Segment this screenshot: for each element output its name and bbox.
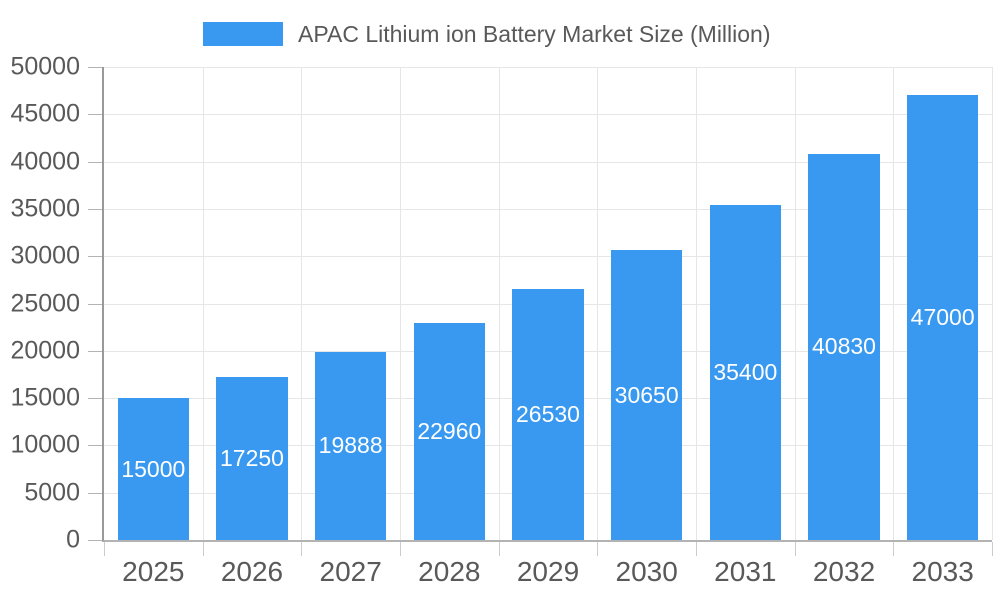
y-axis-tick [88, 492, 102, 494]
h-gridline [104, 114, 992, 116]
y-axis-tick [88, 161, 102, 163]
x-axis-label: 2033 [911, 556, 974, 587]
v-gridline [794, 67, 796, 540]
bar-2032[interactable]: 40830 [808, 153, 880, 540]
x-axis-tick [202, 542, 204, 556]
x-axis-label: 2032 [812, 556, 876, 587]
y-axis-label: 40000 [10, 147, 80, 176]
x-axis-tick [301, 542, 303, 556]
bar-2025[interactable]: 15000 [117, 398, 189, 540]
x-axis-tick [399, 542, 401, 556]
legend-item[interactable]: APAC Lithium ion Battery Market Size (Mi… [203, 20, 771, 48]
h-gridline [104, 208, 992, 210]
v-gridline [399, 67, 401, 540]
v-gridline [498, 67, 500, 540]
h-gridline [104, 67, 992, 68]
v-gridline [202, 67, 204, 540]
x-axis-label: 2025 [122, 556, 185, 587]
x-axis-tick [597, 542, 599, 556]
y-axis-label: 15000 [10, 383, 80, 412]
bar-value-label: 22960 [417, 417, 482, 444]
bar-2026[interactable]: 17250 [216, 376, 288, 540]
y-axis-label: 0 [66, 525, 80, 554]
y-axis-label: 30000 [10, 241, 80, 270]
y-axis-tick [88, 540, 102, 541]
bar-2027[interactable]: 19888 [315, 351, 387, 540]
h-gridline [104, 161, 992, 163]
x-axis-tick [498, 542, 500, 556]
y-axis-label: 25000 [10, 289, 80, 317]
x-axis-label: 2026 [220, 556, 284, 587]
y-axis-tick [88, 67, 102, 68]
bar-2029[interactable]: 26530 [512, 289, 584, 540]
y-axis-tick [88, 114, 102, 116]
bar-2033[interactable]: 47000 [907, 95, 979, 540]
y-axis-label: 35000 [10, 194, 80, 223]
v-gridline [893, 67, 895, 540]
v-gridline [992, 67, 993, 540]
bar-value-label: 19888 [318, 432, 383, 459]
v-gridline [597, 67, 599, 540]
x-axis-tick [104, 542, 105, 556]
y-axis-label: 5000 [24, 478, 80, 507]
bar-value-label: 35400 [713, 359, 778, 386]
y-axis-label: 45000 [10, 99, 80, 128]
x-axis-tick [695, 542, 697, 556]
legend-swatch [203, 22, 283, 46]
x-axis-label: 2029 [516, 556, 580, 587]
x-axis-label: 2027 [319, 556, 382, 587]
v-gridline [301, 67, 303, 540]
x-axis-label: 2028 [418, 556, 481, 587]
y-axis-tick [88, 303, 102, 305]
bar-2030[interactable]: 30650 [611, 250, 683, 540]
x-axis-tick [992, 542, 993, 556]
bar-2028[interactable]: 22960 [413, 322, 485, 540]
bar-value-label: 30650 [614, 381, 679, 408]
bar-value-label: 47000 [910, 304, 975, 331]
v-gridline [695, 67, 697, 540]
x-axis-tick [794, 542, 796, 556]
bar-value-label: 17250 [220, 444, 284, 471]
y-axis-label: 50000 [10, 52, 80, 81]
bar-value-label: 40830 [812, 333, 876, 360]
y-axis-label: 20000 [10, 336, 80, 365]
y-axis-label: 10000 [10, 430, 80, 459]
bar-2031[interactable]: 35400 [709, 205, 781, 540]
x-axis-tick [893, 542, 895, 556]
y-axis-tick [88, 208, 102, 210]
y-axis-tick [88, 350, 102, 352]
bar-value-label: 15000 [121, 455, 186, 482]
h-gridline [104, 256, 992, 258]
legend-label: APAC Lithium ion Battery Market Size (Mi… [298, 20, 771, 47]
y-axis-tick [88, 398, 102, 400]
plot-area: 0 5000 10000 15000 20000 25000 30000 35000 40000… [10, 54, 993, 586]
bar-value-label: 26530 [516, 401, 580, 428]
y-axis-tick [88, 256, 102, 258]
x-axis-label: 2030 [615, 556, 678, 587]
y-axis-tick [88, 445, 102, 447]
x-axis-label: 2031 [714, 556, 777, 587]
